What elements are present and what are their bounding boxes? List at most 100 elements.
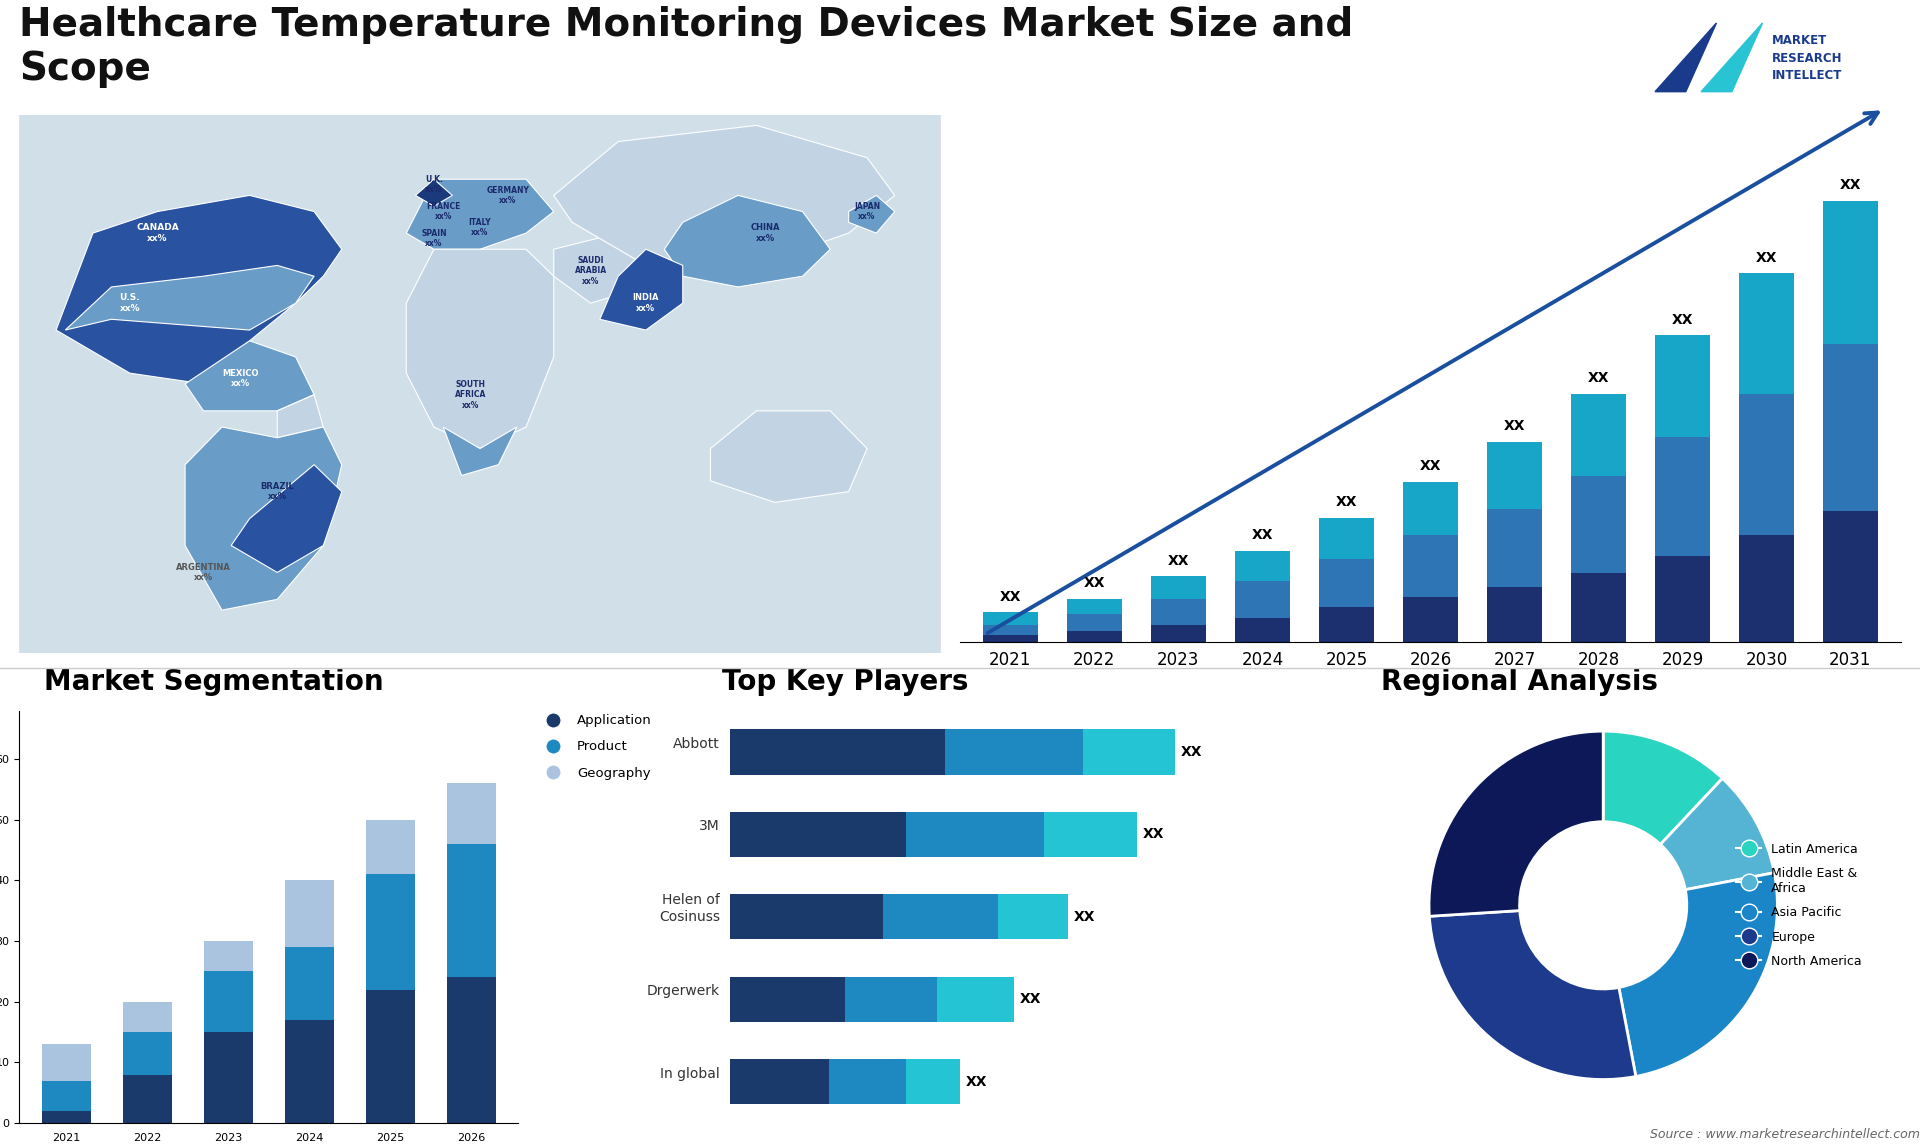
Bar (42, 1044, 90, 1081)
Polygon shape (599, 250, 684, 330)
Bar (367, 874, 415, 990)
Bar (447, 784, 495, 843)
Bar (1571, 394, 1626, 477)
Bar (447, 843, 495, 978)
Text: In global: In global (660, 1067, 720, 1081)
Bar (730, 729, 945, 775)
Text: Healthcare Temperature Monitoring Devices Market Size and
Scope: Healthcare Temperature Monitoring Device… (19, 6, 1354, 88)
Text: XX: XX (1167, 554, 1188, 567)
Bar (1235, 581, 1290, 618)
Polygon shape (407, 179, 553, 250)
Bar (1655, 336, 1709, 437)
Bar (998, 894, 1068, 940)
Bar (1319, 559, 1373, 607)
Text: XX: XX (1252, 528, 1273, 542)
Text: CHINA
xx%: CHINA xx% (751, 223, 780, 243)
Polygon shape (553, 125, 895, 276)
Text: FRANCE
xx%: FRANCE xx% (426, 202, 461, 221)
Bar (945, 729, 1083, 775)
Legend: Latin America, Middle East &
Africa, Asia Pacific, Europe, North America: Latin America, Middle East & Africa, Asi… (1732, 838, 1866, 973)
Text: XX: XX (1020, 992, 1041, 1006)
Text: Abbott: Abbott (674, 737, 720, 751)
Text: Regional Analysis: Regional Analysis (1382, 668, 1659, 696)
Bar (883, 894, 998, 940)
Polygon shape (849, 195, 895, 233)
Wedge shape (1603, 731, 1722, 845)
Text: Market Segmentation: Market Segmentation (44, 668, 384, 696)
Polygon shape (553, 233, 664, 304)
Bar (1235, 618, 1290, 642)
Bar (123, 1033, 171, 1075)
Polygon shape (184, 340, 315, 411)
Text: INTELLECT: INTELLECT (1772, 69, 1841, 81)
Text: ARGENTINA
xx%: ARGENTINA xx% (177, 563, 230, 582)
Text: XX: XX (1083, 576, 1106, 590)
Bar (1740, 273, 1793, 394)
Bar (983, 625, 1037, 635)
Polygon shape (1701, 23, 1763, 92)
Bar (1824, 201, 1878, 344)
Text: MEXICO
xx%: MEXICO xx% (223, 369, 259, 388)
Bar (1571, 477, 1626, 573)
Text: XX: XX (1755, 251, 1778, 265)
Text: U.K.
xx%: U.K. xx% (424, 175, 444, 195)
FancyBboxPatch shape (19, 115, 941, 653)
Polygon shape (1655, 23, 1716, 92)
Text: XX: XX (1073, 910, 1094, 924)
Text: 3M: 3M (699, 819, 720, 833)
Text: Helen of
Cosinuss: Helen of Cosinuss (659, 894, 720, 924)
Bar (1404, 481, 1457, 535)
Bar (284, 880, 334, 947)
Bar (367, 819, 415, 874)
Legend: Application, Product, Geography: Application, Product, Geography (536, 709, 657, 785)
Text: Drgerwerk: Drgerwerk (647, 984, 720, 998)
Text: JAPAN
xx%: JAPAN xx% (854, 202, 879, 221)
Bar (829, 1059, 906, 1105)
Polygon shape (664, 195, 829, 286)
Text: XX: XX (1181, 745, 1202, 759)
Bar (1488, 587, 1542, 642)
Bar (1404, 597, 1457, 642)
Bar (730, 976, 845, 1022)
Text: U.S.
xx%: U.S. xx% (119, 293, 140, 313)
Wedge shape (1661, 778, 1774, 889)
Polygon shape (276, 394, 323, 438)
Wedge shape (1428, 911, 1636, 1080)
Polygon shape (407, 250, 553, 448)
Polygon shape (444, 427, 516, 476)
Bar (730, 894, 883, 940)
Bar (204, 941, 253, 972)
Bar (1068, 598, 1121, 614)
Polygon shape (184, 427, 342, 610)
Text: XX: XX (1503, 419, 1524, 433)
Bar (1740, 535, 1793, 642)
Bar (845, 976, 937, 1022)
Text: BRAZIL
xx%: BRAZIL xx% (261, 482, 294, 501)
Bar (983, 635, 1037, 642)
Bar (1655, 437, 1709, 556)
Text: XX: XX (1672, 313, 1693, 327)
Text: SPAIN
xx%: SPAIN xx% (420, 229, 447, 249)
Bar (1655, 556, 1709, 642)
Bar (1571, 573, 1626, 642)
Bar (906, 811, 1044, 857)
Bar (447, 978, 495, 1123)
Bar (204, 1033, 253, 1123)
Text: INDIA
xx%: INDIA xx% (632, 293, 659, 313)
Polygon shape (415, 179, 453, 206)
Text: XX: XX (966, 1075, 987, 1089)
Bar (730, 1059, 829, 1105)
Bar (1044, 811, 1137, 857)
Bar (367, 990, 415, 1123)
Bar (906, 1059, 960, 1105)
Polygon shape (230, 465, 342, 573)
Bar (123, 1002, 171, 1033)
Text: Top Key Players: Top Key Players (722, 668, 968, 696)
Text: XX: XX (1839, 179, 1860, 193)
Wedge shape (1619, 873, 1778, 1076)
Text: XX: XX (1142, 827, 1164, 841)
Polygon shape (65, 266, 315, 330)
Polygon shape (56, 195, 342, 384)
Text: MARKET: MARKET (1772, 34, 1828, 47)
Bar (983, 612, 1037, 625)
